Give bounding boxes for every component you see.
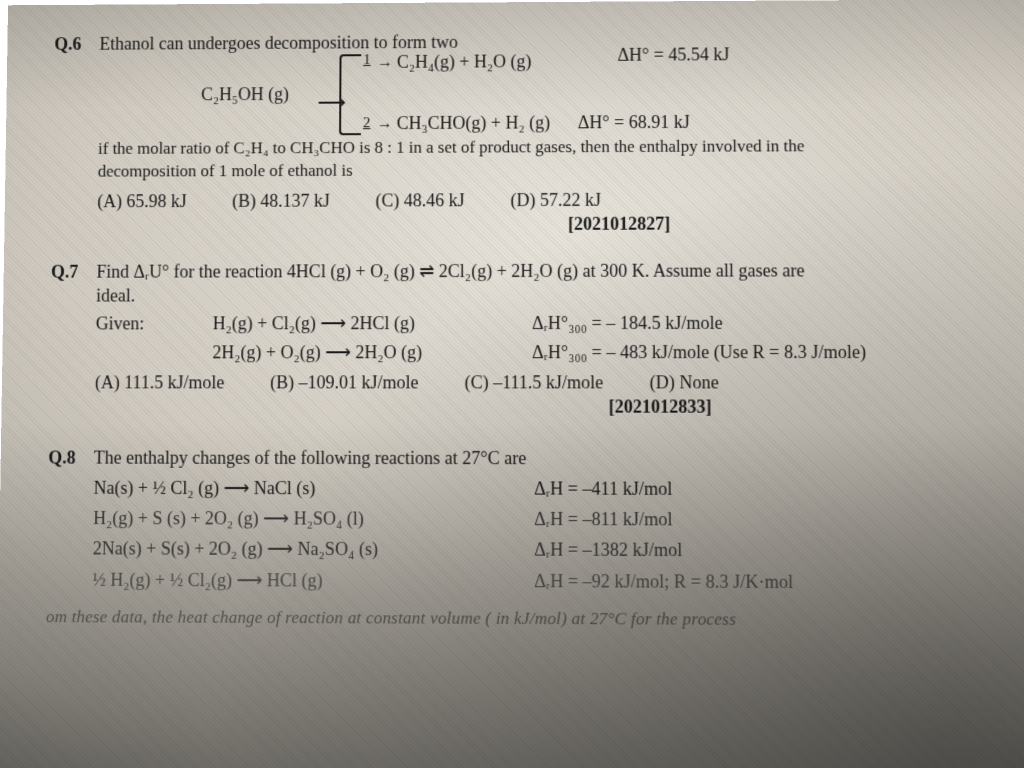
- q8-reaction-rows: Na(s) + ½ Cl₂ (g) ⟶ NaCl (s) ΔᵣH = –411 …: [46, 475, 999, 594]
- q8-row2-lhs: H₂(g) + S (s) + 2O₂ (g) ⟶ H₂SO₄ (l): [93, 506, 534, 532]
- q7-option-c: (C) –111.5 kJ/mole: [464, 370, 603, 395]
- q6-branch1-num: 1: [363, 51, 371, 71]
- q8-row-1: Na(s) + ½ Cl₂ (g) ⟶ NaCl (s) ΔᵣH = –411 …: [93, 476, 997, 502]
- q6-number: Q.6: [54, 34, 81, 54]
- q7-given2-dH: ΔᵣH°₃₀₀ = – 483 kJ/mole (Use R = 8.3 J/m…: [532, 340, 866, 365]
- q6-option-b: (B) 48.137 kJ: [232, 189, 330, 213]
- q7-given-label: Given:: [96, 312, 164, 336]
- q6-option-a: (A) 65.98 kJ: [97, 189, 187, 213]
- q6-branch1-dH: ΔH° = 45.54 kJ: [617, 43, 729, 68]
- q7-given-1: Given: H₂(g) + Cl₂(g) ⟶ 2HCl (g) ΔᵣH°₃₀₀…: [96, 311, 995, 336]
- q7-option-d: (D) None: [650, 370, 719, 395]
- q6-branch2-num: 2: [363, 114, 371, 134]
- q8-row-2: H₂(g) + S (s) + 2O₂ (g) ⟶ H₂SO₄ (l) ΔᵣH …: [93, 506, 998, 533]
- q7-given1-dH: ΔᵣH°₃₀₀ = – 184.5 kJ/mole: [532, 311, 723, 336]
- q6-options: (A) 65.98 kJ (B) 48.137 kJ (C) 48.46 kJ …: [97, 187, 993, 214]
- q6-reaction-diagram: C₂H₅OH (g) ⟶ 1 → C₂H₄(g) + H₂O (g) ΔH° =…: [201, 49, 992, 138]
- q7-option-b: (B) –109.01 kJ/mole: [270, 370, 418, 394]
- q7-given1-rxn: H₂(g) + Cl₂(g) ⟶ 2HCl (g): [213, 311, 482, 336]
- q6-reactant: C₂H₅OH (g): [201, 82, 289, 106]
- q7-stem-2: ideal.: [96, 282, 995, 308]
- arrow-icon: →: [377, 114, 392, 135]
- q8-row3-rhs: ΔᵣH = –1382 kJ/mol: [534, 538, 682, 563]
- q7-given2-rxn: 2H₂(g) + O₂(g) ⟶ 2H₂O (g): [212, 340, 482, 364]
- q7-id-tag: [2021012833]: [609, 395, 997, 420]
- q8-row1-rhs: ΔᵣH = –411 kJ/mol: [534, 476, 672, 501]
- q8-number: Q.8: [48, 447, 76, 467]
- q8-footer-line: om these data, the heat change of reacti…: [46, 606, 1000, 633]
- q6-branch2-products: CH₃CHO(g) + H₂ (g): [397, 111, 550, 136]
- q7-stem-1: Q.7 Find ΔᵣU° for the reaction 4HCl (g) …: [51, 258, 994, 284]
- q6-option-d: (D) 57.22 kJ: [511, 188, 602, 212]
- q7-option-a: (A) 111.5 kJ/mole: [95, 370, 225, 394]
- question-7: Q.7 Find ΔᵣU° for the reaction 4HCl (g) …: [49, 258, 996, 420]
- q7-number: Q.7: [51, 262, 78, 282]
- q8-row2-rhs: ΔᵣH = –811 kJ/mol: [534, 507, 672, 532]
- q6-bracket: [339, 55, 361, 136]
- q8-row1-lhs: Na(s) + ½ Cl₂ (g) ⟶ NaCl (s): [93, 476, 534, 501]
- q8-row-3: 2Na(s) + S(s) + 2O₂ (g) ⟶ Na₂SO₄ (s) ΔᵣH…: [93, 537, 999, 564]
- q7-options: (A) 111.5 kJ/mole (B) –109.01 kJ/mole (C…: [95, 370, 996, 395]
- question-8: Q.8 The enthalpy changes of the followin…: [46, 445, 1000, 633]
- q8-row-4: ½ H₂(g) + ½ Cl₂(g) ⟶ HCl (g) ΔᵣH = –92 k…: [92, 567, 999, 595]
- q6-stem-3: decomposition of 1 mole of ethanol is: [98, 158, 993, 184]
- q7-stem-text-1: Find ΔᵣU° for the reaction 4HCl (g) + O₂…: [96, 260, 804, 281]
- q8-row3-lhs: 2Na(s) + S(s) + 2O₂ (g) ⟶ Na₂SO₄ (s): [93, 537, 535, 563]
- q8-stem-text: The enthalpy changes of the following re…: [94, 447, 527, 468]
- scanned-page: Q.6 Ethanol can undergoes decomposition …: [0, 0, 1024, 768]
- q6-option-c: (C) 48.46 kJ: [375, 188, 464, 212]
- q6-branch2-dH: ΔH° = 68.91 kJ: [578, 110, 690, 135]
- q8-stem: Q.8 The enthalpy changes of the followin…: [48, 445, 997, 471]
- q7-given-2: 2H₂(g) + O₂(g) ⟶ 2H₂O (g) ΔᵣH°₃₀₀ = – 48…: [95, 339, 995, 364]
- arrow-icon: →: [377, 52, 392, 73]
- q8-row4-rhs: ΔᵣH = –92 kJ/mol; R = 8.3 J/K·mol: [534, 569, 793, 595]
- question-6: Q.6 Ethanol can undergoes decomposition …: [52, 27, 994, 238]
- q6-stem-2: if the molar ratio of C₂H₄ to CH₃CHO is …: [98, 135, 992, 161]
- q6-id-tag: [2021012827]: [568, 211, 993, 236]
- q8-row4-lhs: ½ H₂(g) + ½ Cl₂(g) ⟶ HCl (g): [92, 567, 534, 593]
- q6-branch1-products: C₂H₄(g) + H₂O (g): [397, 50, 532, 75]
